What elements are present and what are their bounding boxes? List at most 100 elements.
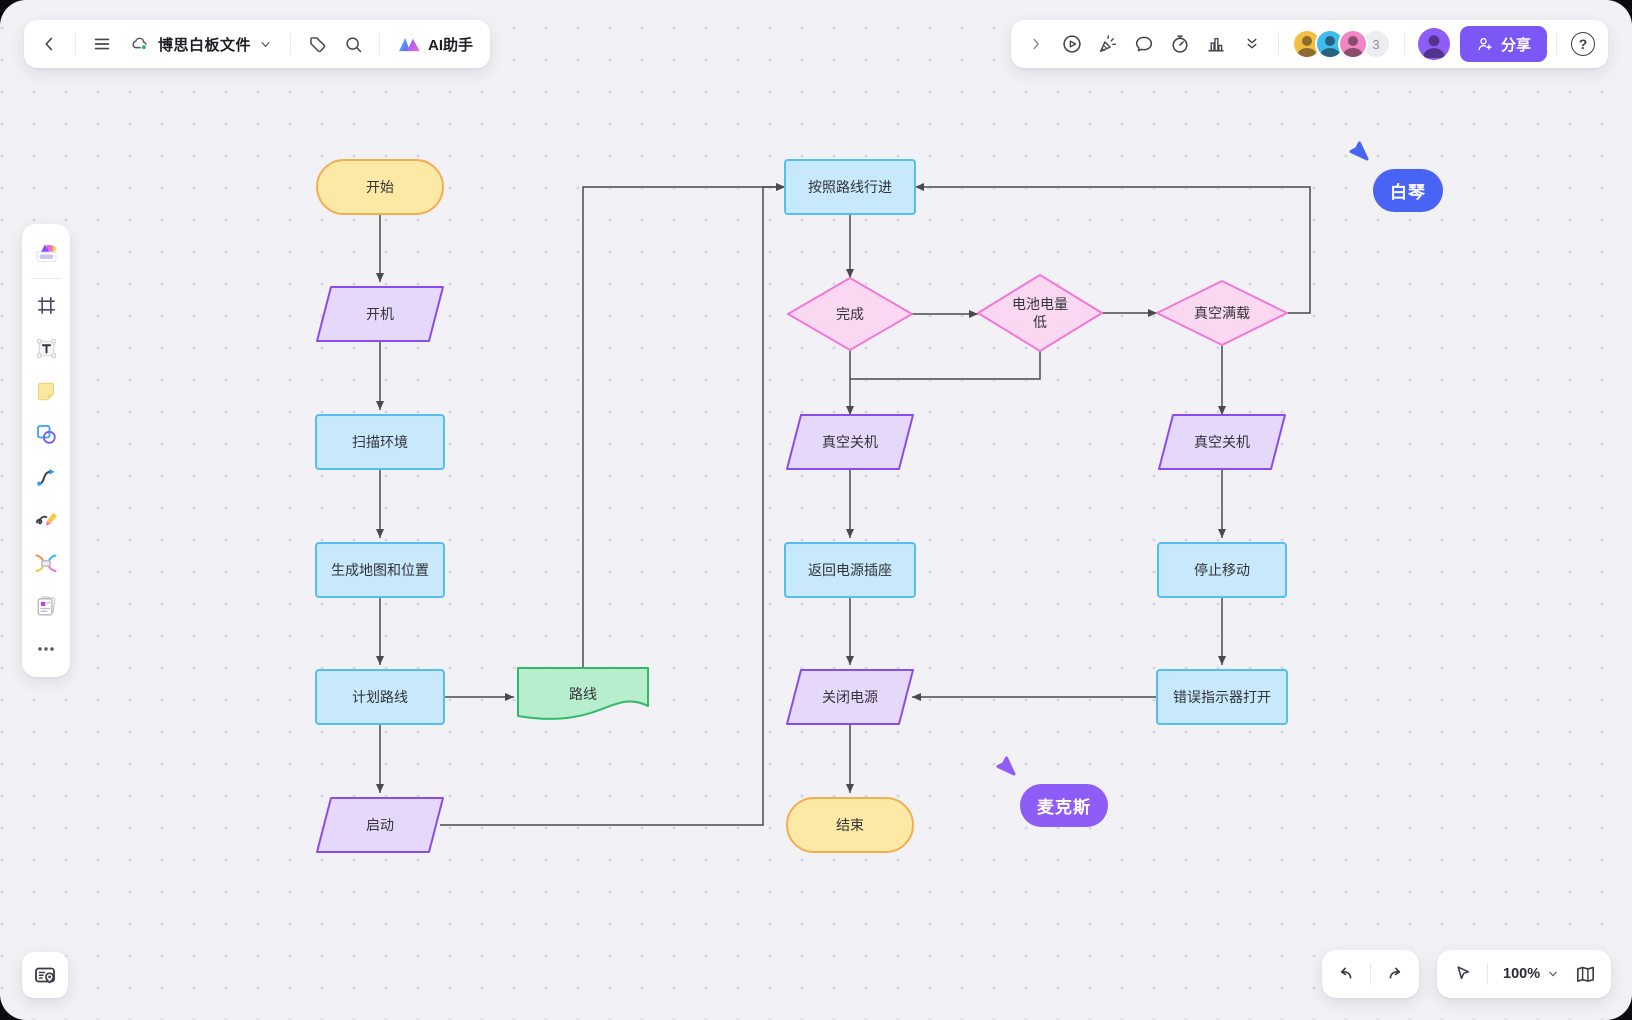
- frame-icon: [37, 296, 55, 314]
- flow-node-end[interactable]: 结束: [786, 797, 914, 853]
- flow-connector: [846, 469, 854, 538]
- view-toolbar: 100%: [1437, 950, 1612, 998]
- flow-node-scan-env[interactable]: 扫描环境: [315, 414, 445, 470]
- sidebar-item-mindmap[interactable]: [29, 546, 63, 580]
- flow-connector: [376, 469, 384, 538]
- sidebar-item-shapes[interactable]: [29, 417, 63, 451]
- sidebar-item-text[interactable]: [29, 331, 63, 365]
- svg-text:错误指示器打开: 错误指示器打开: [1173, 689, 1271, 705]
- tag-button[interactable]: [300, 27, 334, 61]
- flow-connector: [376, 724, 384, 793]
- collaborator-name-label: 麦克斯: [1020, 784, 1108, 827]
- main-menu-button[interactable]: [85, 27, 119, 61]
- ai-assistant-button[interactable]: AI助手: [389, 27, 482, 61]
- cursor-arrow-icon: [1349, 141, 1369, 161]
- flow-node-vacuum-full[interactable]: 真空满载: [1156, 280, 1288, 346]
- sidebar-item-pen[interactable]: [29, 503, 63, 537]
- flow-node-vac-off-left[interactable]: 真空关机: [786, 414, 914, 470]
- flow-connector: [1218, 597, 1226, 665]
- flow-node-stop-moving[interactable]: 停止移动: [1157, 542, 1287, 598]
- sidebar-item-templates[interactable]: [29, 235, 63, 269]
- flow-node-gen-map[interactable]: 生成地图和位置: [315, 542, 445, 598]
- flow-connector: [912, 693, 1157, 701]
- flow-connector: [846, 214, 854, 278]
- svg-text:路线: 路线: [569, 686, 597, 702]
- svg-text:扫描环境: 扫描环境: [352, 434, 408, 450]
- divider: [290, 33, 292, 55]
- flow-node-vac-off-right[interactable]: 真空关机: [1158, 414, 1286, 470]
- chevron-left-icon: [45, 37, 53, 51]
- share-button[interactable]: 分享: [1459, 26, 1547, 62]
- current-user-avatar[interactable]: [1417, 28, 1450, 60]
- text-tool-icon: [36, 338, 56, 358]
- person-silhouette-icon: [1423, 35, 1445, 58]
- sidebar-item-frame[interactable]: [29, 288, 63, 322]
- sidebar-item-connector[interactable]: [29, 460, 63, 494]
- flow-node-battery-low[interactable]: 电池电量低: [977, 274, 1103, 352]
- flow-connector: [440, 183, 785, 826]
- pages-button[interactable]: [1568, 957, 1602, 991]
- search-button[interactable]: [336, 27, 370, 61]
- flow-node-launch[interactable]: 启动: [316, 797, 444, 853]
- collaborator-cursor: 麦克斯: [995, 755, 1108, 827]
- help-button[interactable]: ?: [1566, 27, 1600, 61]
- sidebar-item-sticky-note[interactable]: [29, 374, 63, 408]
- flow-node-error-light[interactable]: 错误指示器打开: [1156, 669, 1288, 725]
- flow-connector: [846, 597, 854, 665]
- flow-node-power-off[interactable]: 关闭电源: [786, 669, 914, 725]
- collaborator-cursor: 白琴: [1348, 140, 1443, 212]
- more-dots-icon: [38, 647, 54, 651]
- svg-text:返回电源插座: 返回电源插座: [808, 562, 892, 578]
- timer-button[interactable]: [1163, 27, 1197, 61]
- person-silhouette-icon: [1342, 36, 1363, 57]
- collaborator-avatar-stack[interactable]: 3: [1288, 29, 1395, 59]
- celebrate-button[interactable]: [1091, 27, 1125, 61]
- ai-assistant-logo-icon: [399, 37, 420, 51]
- hamburger-menu-icon: [94, 38, 110, 50]
- flow-connector: [1218, 469, 1226, 538]
- redo-icon: [1389, 967, 1401, 979]
- tools-sidebar: [22, 224, 70, 677]
- timer-icon: [1172, 35, 1188, 53]
- sidebar-item-more[interactable]: [29, 632, 63, 666]
- flow-connector: [846, 724, 854, 793]
- flow-node-power-on[interactable]: 开机: [316, 286, 444, 342]
- flow-node-return-dock[interactable]: 返回电源插座: [784, 542, 916, 598]
- svg-text:电池电量低: 电池电量低: [1012, 296, 1068, 330]
- flow-node-follow-route[interactable]: 按照路线行进: [784, 159, 916, 215]
- comment-bubble-icon: [1135, 36, 1153, 52]
- svg-text:结束: 结束: [836, 817, 864, 833]
- flow-node-route-doc[interactable]: 路线: [517, 667, 649, 720]
- divider: [75, 33, 76, 55]
- more-tools-button[interactable]: [1235, 27, 1269, 61]
- double-chevron-down-icon: [1247, 38, 1257, 49]
- flow-connector: [376, 597, 384, 665]
- svg-text:计划路线: 计划路线: [352, 689, 408, 705]
- collapse-toolbar-button[interactable]: [1019, 27, 1053, 61]
- back-button[interactable]: [32, 27, 66, 61]
- sidebar-item-documents[interactable]: [29, 589, 63, 623]
- undo-button[interactable]: [1329, 957, 1363, 991]
- flow-connector: [376, 214, 384, 282]
- divider: [1403, 33, 1405, 55]
- file-title-dropdown[interactable]: 博思白板文件: [121, 27, 281, 61]
- cloud-sync-icon: [132, 37, 147, 51]
- present-button[interactable]: [1055, 27, 1089, 61]
- svg-text:开始: 开始: [366, 179, 394, 195]
- select-cursor-button[interactable]: [1446, 957, 1480, 991]
- divider: [379, 33, 381, 55]
- top-left-toolbar: 博思白板文件 AI助手: [24, 20, 491, 68]
- minimap-button[interactable]: [22, 952, 68, 998]
- svg-text:生成地图和位置: 生成地图和位置: [331, 562, 429, 578]
- flow-node-done[interactable]: 完成: [787, 277, 913, 351]
- comments-button[interactable]: [1127, 27, 1161, 61]
- svg-text:真空满载: 真空满载: [1194, 305, 1250, 321]
- flow-node-plan-route[interactable]: 计划路线: [315, 669, 445, 725]
- vote-stats-button[interactable]: [1199, 27, 1233, 61]
- redo-button[interactable]: [1378, 957, 1412, 991]
- zoom-level-dropdown[interactable]: 100%: [1495, 957, 1568, 991]
- tag-icon: [309, 36, 325, 52]
- flow-node-start[interactable]: 开始: [316, 159, 444, 215]
